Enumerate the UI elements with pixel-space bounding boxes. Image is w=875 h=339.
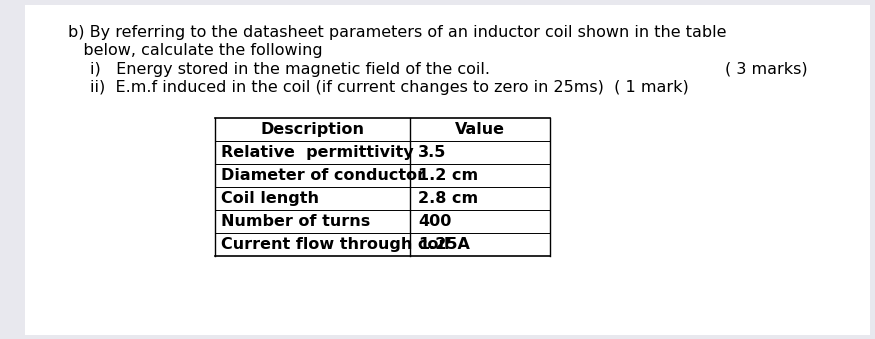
Text: Relative  permittivity: Relative permittivity (221, 145, 414, 160)
Text: 400: 400 (418, 214, 452, 229)
Text: Diameter of conductor: Diameter of conductor (221, 168, 425, 183)
Text: 2.8 cm: 2.8 cm (418, 191, 478, 206)
Text: below, calculate the following: below, calculate the following (68, 43, 323, 58)
Text: Value: Value (455, 122, 505, 137)
Text: 1.2 cm: 1.2 cm (418, 168, 478, 183)
Text: 1.25A: 1.25A (418, 237, 470, 252)
Text: ( 3 marks): ( 3 marks) (725, 62, 808, 77)
Text: i)   Energy stored in the magnetic field of the coil.: i) Energy stored in the magnetic field o… (90, 62, 490, 77)
Text: b) By referring to the datasheet parameters of an inductor coil shown in the tab: b) By referring to the datasheet paramet… (68, 25, 726, 40)
Text: 3.5: 3.5 (418, 145, 446, 160)
FancyBboxPatch shape (25, 5, 870, 335)
Text: Number of turns: Number of turns (221, 214, 370, 229)
Text: Description: Description (261, 122, 365, 137)
Text: Coil length: Coil length (221, 191, 319, 206)
Text: Current flow through coil: Current flow through coil (221, 237, 450, 252)
Text: ii)  E.m.f induced in the coil (if current changes to zero in 25ms)  ( 1 mark): ii) E.m.f induced in the coil (if curren… (90, 80, 689, 95)
